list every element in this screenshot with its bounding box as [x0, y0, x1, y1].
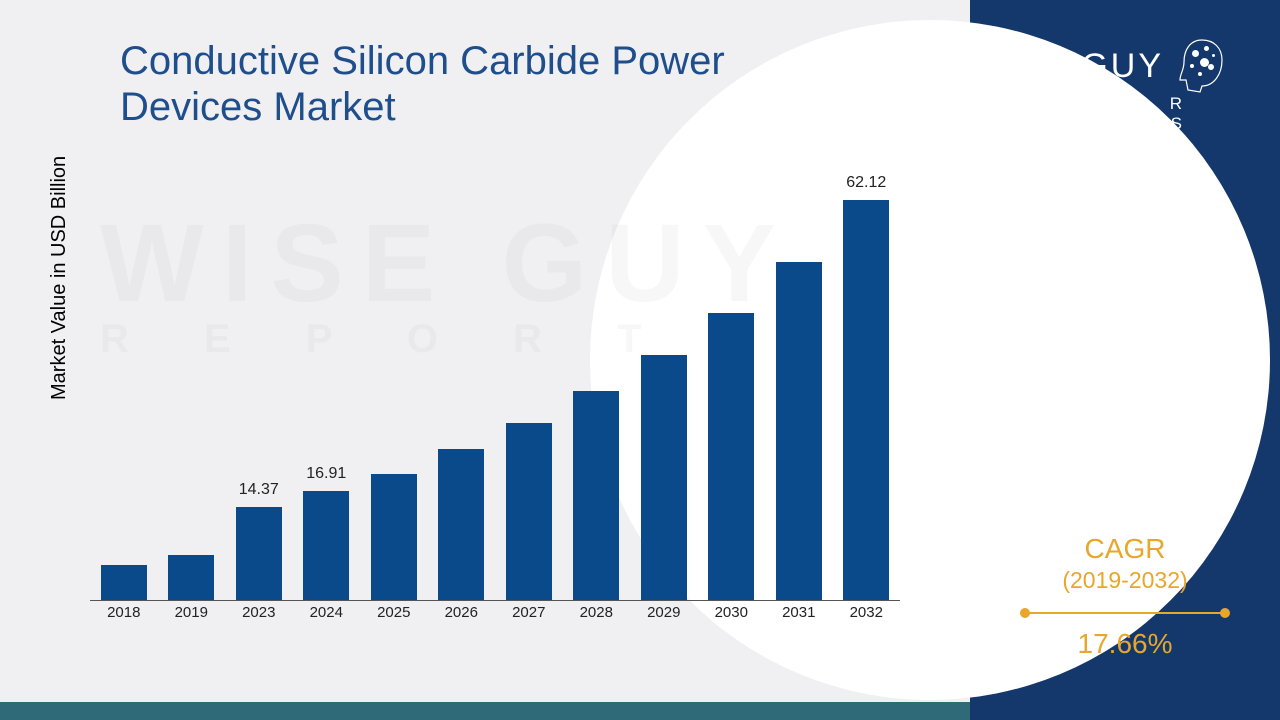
logo-line2: R E P O R T S: [970, 94, 1194, 134]
logo-head-icon: [1172, 36, 1232, 96]
chart-area: 14.3716.9162.12: [90, 180, 900, 600]
bar-wrap: 62.12: [836, 174, 896, 600]
bar: [641, 355, 687, 600]
bar: [506, 423, 552, 600]
bar: [303, 491, 349, 600]
x-tick-label: 2027: [499, 604, 559, 621]
right-panel: WISE GUY R E P O R T: [970, 0, 1280, 720]
bar-value-label: 14.37: [239, 481, 279, 501]
bar-wrap: [94, 539, 154, 600]
x-tick-label: 2029: [634, 604, 694, 621]
x-tick-label: 2024: [296, 604, 356, 621]
x-tick-label: 2028: [566, 604, 626, 621]
x-axis-labels: 2018 2019 2023 2024 2025 2026 2027 2028 2029 2030…: [90, 604, 900, 621]
bar: [573, 391, 619, 600]
bar-wrap: [634, 329, 694, 600]
bar-wrap: [566, 365, 626, 600]
bar-wrap: [431, 423, 491, 600]
bar-wrap: [161, 529, 221, 600]
left-panel: Conductive Silicon Carbide Power Devices…: [0, 0, 970, 720]
x-axis-line: [90, 600, 900, 601]
bar: [708, 313, 754, 600]
x-tick-label: 2018: [94, 604, 154, 621]
bar-value-label: 16.91: [306, 465, 346, 485]
bar-value-label: 62.12: [846, 174, 886, 194]
bar-wrap: 16.91: [296, 465, 356, 600]
brand-logo: WISE GUY R E P O R T: [970, 36, 1256, 134]
x-tick-label: 2026: [431, 604, 491, 621]
x-tick-label: 2030: [701, 604, 761, 621]
bars-container: 14.3716.9162.12: [90, 180, 900, 600]
cagr-title: CAGR: [970, 533, 1280, 565]
bar: [168, 555, 214, 600]
page-root: Conductive Silicon Carbide Power Devices…: [0, 0, 1280, 720]
bar-wrap: [499, 397, 559, 600]
bar: [101, 565, 147, 600]
cagr-value: 17.66%: [970, 628, 1280, 660]
bar-wrap: [364, 448, 424, 600]
cagr-block: CAGR (2019-2032) 17.66%: [970, 533, 1280, 660]
y-axis-label: Market Value in USD Billion: [48, 156, 71, 400]
x-tick-label: 2032: [836, 604, 896, 621]
x-tick-label: 2023: [229, 604, 289, 621]
logo-line1: WISE GUY: [970, 36, 1256, 96]
cagr-divider: [1025, 612, 1225, 614]
bar: [776, 262, 822, 600]
x-tick-label: 2025: [364, 604, 424, 621]
bar-wrap: 14.37: [229, 481, 289, 600]
bar: [236, 507, 282, 600]
cagr-period: (2019-2032): [970, 567, 1280, 594]
x-tick-label: 2031: [769, 604, 829, 621]
bar-wrap: [701, 287, 761, 600]
x-tick-label: 2019: [161, 604, 221, 621]
chart-title: Conductive Silicon Carbide Power Devices…: [120, 38, 840, 130]
bar: [843, 200, 889, 600]
bottom-accent-bar: [0, 702, 970, 720]
bar: [371, 474, 417, 600]
bar-wrap: [769, 236, 829, 600]
bar: [438, 449, 484, 600]
